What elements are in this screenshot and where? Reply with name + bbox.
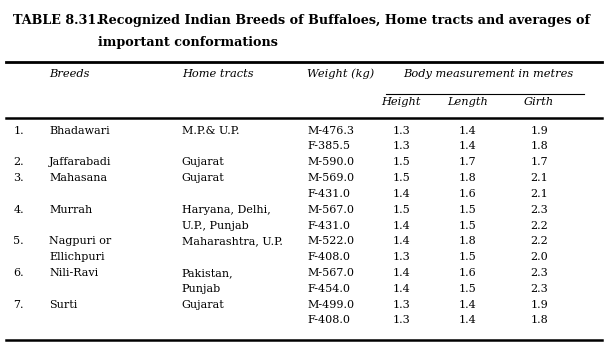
Text: 4.: 4. bbox=[13, 205, 24, 215]
Text: F-385.5: F-385.5 bbox=[307, 141, 350, 151]
Text: M-476.3: M-476.3 bbox=[307, 126, 354, 135]
Text: 1.5: 1.5 bbox=[459, 205, 477, 215]
Text: Body measurement in metres: Body measurement in metres bbox=[403, 69, 573, 79]
Text: 1.8: 1.8 bbox=[459, 173, 477, 183]
Text: 1.8: 1.8 bbox=[531, 141, 548, 151]
Text: M-522.0: M-522.0 bbox=[307, 236, 354, 246]
Text: 1.9: 1.9 bbox=[531, 300, 548, 310]
Text: Mahasana: Mahasana bbox=[49, 173, 107, 183]
Text: F-408.0: F-408.0 bbox=[307, 316, 350, 325]
Text: 2.: 2. bbox=[13, 157, 24, 167]
Text: Breeds: Breeds bbox=[49, 69, 89, 79]
Text: Ellichpuri: Ellichpuri bbox=[49, 252, 105, 262]
Text: 1.4: 1.4 bbox=[459, 316, 477, 325]
Text: Height: Height bbox=[381, 97, 421, 107]
Text: Gujarat: Gujarat bbox=[182, 157, 224, 167]
Text: Nagpuri or: Nagpuri or bbox=[49, 236, 111, 246]
Text: Weight (kg): Weight (kg) bbox=[307, 69, 375, 79]
Text: 1.8: 1.8 bbox=[531, 316, 548, 325]
Text: 5.: 5. bbox=[13, 236, 24, 246]
Text: Gujarat: Gujarat bbox=[182, 173, 224, 183]
Text: M-590.0: M-590.0 bbox=[307, 157, 354, 167]
Text: Girth: Girth bbox=[524, 97, 554, 107]
Text: 1.7: 1.7 bbox=[531, 157, 548, 167]
Text: M-569.0: M-569.0 bbox=[307, 173, 354, 183]
Text: 2.3: 2.3 bbox=[531, 205, 548, 215]
Text: F-454.0: F-454.0 bbox=[307, 284, 350, 294]
Text: 7.: 7. bbox=[13, 300, 24, 310]
Text: 2.1: 2.1 bbox=[531, 189, 548, 199]
Text: F-431.0: F-431.0 bbox=[307, 189, 350, 199]
Text: Length: Length bbox=[447, 97, 488, 107]
Text: 1.4: 1.4 bbox=[392, 189, 410, 199]
Text: 1.6: 1.6 bbox=[459, 189, 477, 199]
Text: 1.5: 1.5 bbox=[392, 205, 410, 215]
Text: 2.2: 2.2 bbox=[531, 236, 548, 246]
Text: 1.3: 1.3 bbox=[392, 300, 410, 310]
Text: 1.: 1. bbox=[13, 126, 24, 135]
Text: Murrah: Murrah bbox=[49, 205, 92, 215]
Text: 1.5: 1.5 bbox=[392, 173, 410, 183]
Text: 1.4: 1.4 bbox=[392, 268, 410, 278]
Text: Bhadawari: Bhadawari bbox=[49, 126, 109, 135]
Text: 1.3: 1.3 bbox=[392, 252, 410, 262]
Text: Home tracts: Home tracts bbox=[182, 69, 254, 79]
Text: 1.5: 1.5 bbox=[459, 252, 477, 262]
Text: F-431.0: F-431.0 bbox=[307, 220, 350, 231]
Text: TABLE 8.31.: TABLE 8.31. bbox=[13, 14, 101, 27]
Text: Nili-Ravi: Nili-Ravi bbox=[49, 268, 98, 278]
Text: 1.7: 1.7 bbox=[459, 157, 477, 167]
Text: 1.9: 1.9 bbox=[531, 126, 548, 135]
Text: 2.2: 2.2 bbox=[531, 220, 548, 231]
Text: 3.: 3. bbox=[13, 173, 24, 183]
Text: 1.4: 1.4 bbox=[459, 126, 477, 135]
Text: M-567.0: M-567.0 bbox=[307, 205, 354, 215]
Text: Maharashtra, U.P.: Maharashtra, U.P. bbox=[182, 236, 283, 246]
Text: 1.5: 1.5 bbox=[459, 284, 477, 294]
Text: Haryana, Delhi,: Haryana, Delhi, bbox=[182, 205, 271, 215]
Text: 1.3: 1.3 bbox=[392, 316, 410, 325]
Text: Pakistan,: Pakistan, bbox=[182, 268, 233, 278]
Text: 1.3: 1.3 bbox=[392, 141, 410, 151]
Text: 1.3: 1.3 bbox=[392, 126, 410, 135]
Text: 1.4: 1.4 bbox=[459, 300, 477, 310]
Text: 1.4: 1.4 bbox=[392, 220, 410, 231]
Text: 1.5: 1.5 bbox=[459, 220, 477, 231]
Text: 2.0: 2.0 bbox=[531, 252, 548, 262]
Text: 1.5: 1.5 bbox=[392, 157, 410, 167]
Text: 2.1: 2.1 bbox=[531, 173, 548, 183]
Text: 2.3: 2.3 bbox=[531, 284, 548, 294]
Text: Punjab: Punjab bbox=[182, 284, 221, 294]
Text: U.P., Punjab: U.P., Punjab bbox=[182, 220, 249, 231]
Text: M-567.0: M-567.0 bbox=[307, 268, 354, 278]
Text: Jaffarabadi: Jaffarabadi bbox=[49, 157, 111, 167]
Text: 6.: 6. bbox=[13, 268, 24, 278]
Text: 1.4: 1.4 bbox=[459, 141, 477, 151]
Text: 1.8: 1.8 bbox=[459, 236, 477, 246]
Text: 2.3: 2.3 bbox=[531, 268, 548, 278]
Text: 1.6: 1.6 bbox=[459, 268, 477, 278]
Text: important conformations: important conformations bbox=[98, 36, 278, 49]
Text: F-408.0: F-408.0 bbox=[307, 252, 350, 262]
Text: M.P.& U.P.: M.P.& U.P. bbox=[182, 126, 240, 135]
Text: 1.4: 1.4 bbox=[392, 284, 410, 294]
Text: Recognized Indian Breeds of Buffaloes, Home tracts and averages of: Recognized Indian Breeds of Buffaloes, H… bbox=[98, 14, 590, 27]
Text: M-499.0: M-499.0 bbox=[307, 300, 354, 310]
Text: Gujarat: Gujarat bbox=[182, 300, 224, 310]
Text: Surti: Surti bbox=[49, 300, 77, 310]
Text: 1.4: 1.4 bbox=[392, 236, 410, 246]
